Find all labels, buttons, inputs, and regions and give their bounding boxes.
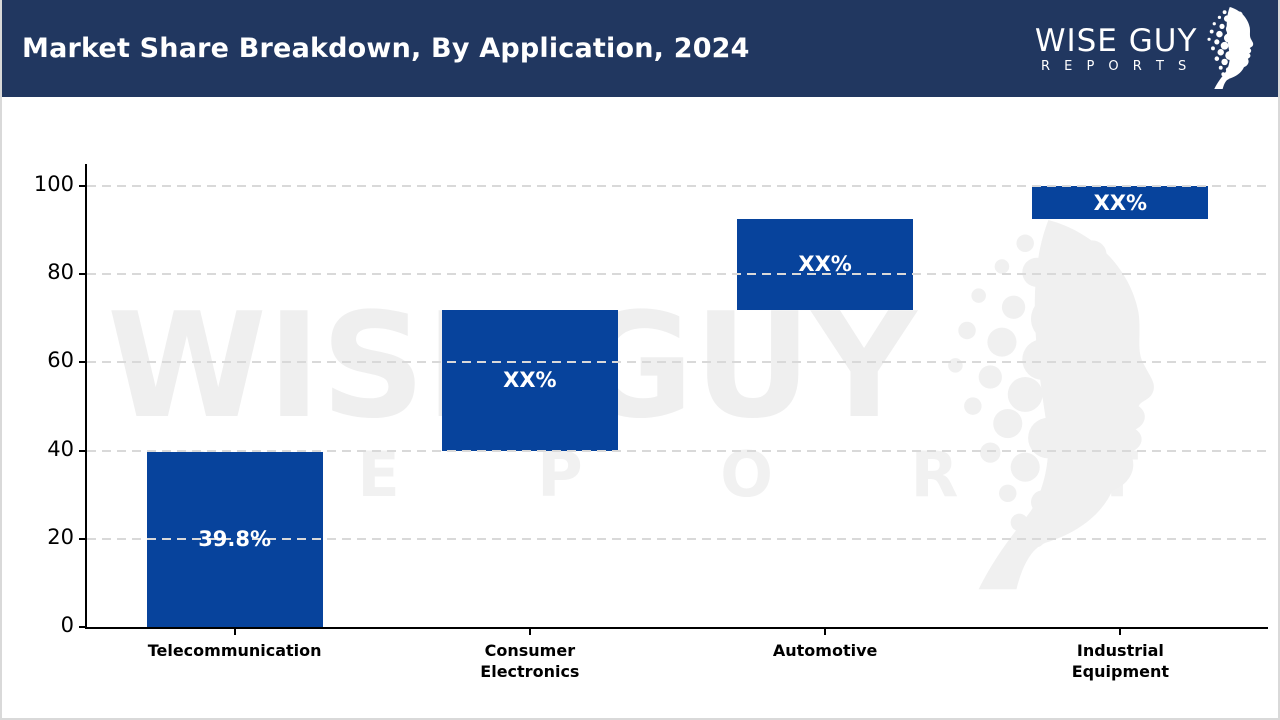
y-tick-label: 80 — [47, 260, 74, 285]
y-gridline — [87, 537, 1268, 540]
chart-title: Market Share Breakdown, By Application, … — [22, 33, 750, 64]
category-label-line: Telecommunication — [147, 641, 322, 660]
category-label: Telecommunication — [85, 640, 385, 661]
logo-wordmark: WISE GUY — [1034, 23, 1198, 59]
wiseguy-logo-text: WISE GUY R E P O R T S — [1035, 24, 1198, 74]
bar-value-label: XX% — [798, 252, 852, 277]
wiseguy-logo: WISE GUY R E P O R T S — [1035, 5, 1256, 93]
x-tick — [824, 629, 827, 635]
x-tick — [528, 629, 531, 635]
watermark-head-icon — [948, 220, 1154, 590]
logo-subtitle: R E P O R T S — [1040, 59, 1192, 74]
y-gridline — [87, 449, 1268, 452]
x-axis — [85, 627, 1268, 629]
category-label: Consumer Electronics — [380, 640, 680, 682]
y-tick-label: 60 — [47, 348, 74, 373]
category-label-line: Industrial — [1076, 641, 1164, 660]
bar-value-label: XX% — [503, 368, 557, 393]
y-tick-label: 0 — [60, 613, 74, 637]
y-tick — [79, 185, 87, 188]
y-tick-label: 40 — [47, 436, 74, 461]
y-tick — [79, 537, 87, 540]
y-gridline — [87, 273, 1268, 276]
bar-industrial-equipment — [1032, 186, 1209, 220]
x-tick — [233, 629, 236, 635]
wiseguy-head-icon — [1207, 7, 1254, 90]
header: Market Share Breakdown, By Application, … — [2, 0, 1278, 97]
x-tick — [1119, 629, 1122, 635]
category-label-line: Equipment — [1071, 662, 1170, 681]
y-tick-label: 20 — [47, 524, 74, 549]
y-tick — [79, 626, 87, 628]
bar-automotive — [737, 219, 914, 310]
y-axis — [85, 164, 87, 629]
y-tick — [79, 449, 87, 452]
category-label-line: Electronics — [480, 662, 580, 681]
bar-value-label: XX% — [1093, 190, 1148, 215]
y-tick — [79, 273, 87, 276]
category-label-line: Consumer — [484, 641, 576, 660]
category-label-line: Automotive — [772, 641, 878, 660]
bar-value-label: 39.8% — [198, 527, 272, 552]
y-tick — [79, 361, 87, 364]
category-label: Industrial Equipment — [970, 640, 1270, 682]
y-tick-label: 100 — [33, 172, 74, 197]
bar-consumer-electronics — [441, 309, 618, 452]
category-label: Automotive — [675, 640, 975, 661]
y-gridline — [87, 185, 1268, 188]
y-gridline — [87, 361, 1268, 364]
